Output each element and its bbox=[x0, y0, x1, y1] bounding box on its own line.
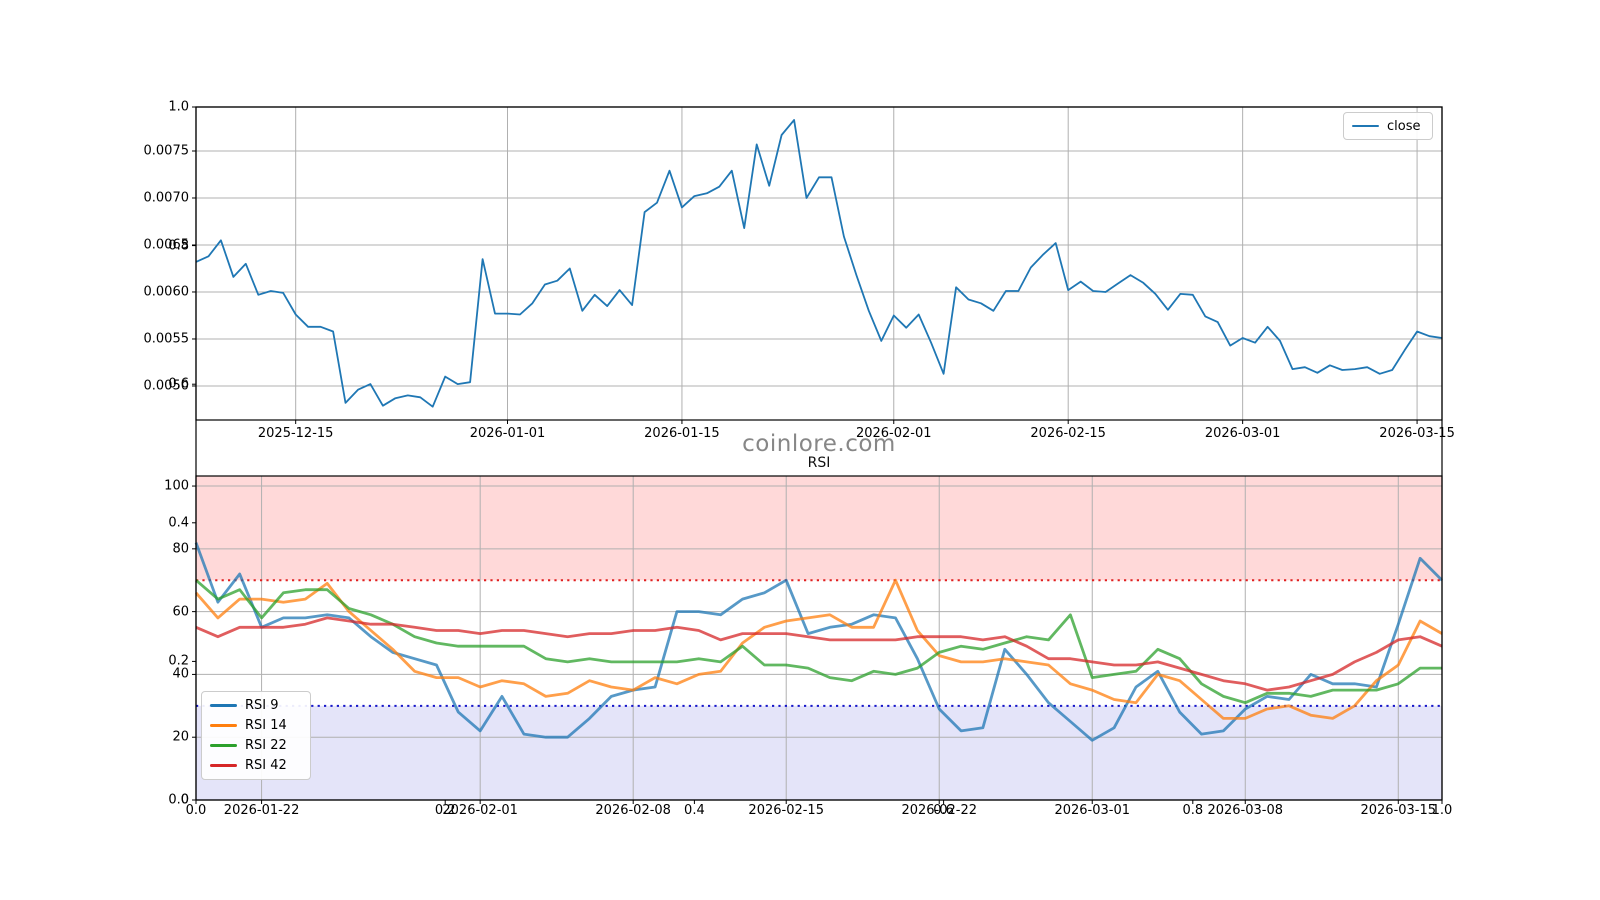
close-line-sample bbox=[1352, 125, 1379, 127]
rsi-chart-y-tick-label: 20 bbox=[172, 729, 189, 745]
overlay-axis-x-tick-label: 0.0 bbox=[185, 803, 207, 818]
legend-row-rsi42: RSI 42 bbox=[210, 755, 300, 775]
overlay-axis-x-tick-label: 0.6 bbox=[933, 803, 954, 818]
top-chart-y-tick-label: 0.0070 bbox=[143, 190, 190, 206]
rsi22-line-sample bbox=[210, 743, 237, 747]
rsi-chart-x-tick-label: 2026-03-08 bbox=[1207, 803, 1284, 818]
rsi-chart-x-tick-label: 2026-02-08 bbox=[595, 803, 671, 818]
rsi-chart-x-tick-label: 2026-02-15 bbox=[748, 803, 824, 818]
legend-label-rsi14: RSI 14 bbox=[245, 718, 287, 734]
top-chart-x-tick-label: 2026-03-15 bbox=[1379, 426, 1455, 441]
top-chart-y-tick-label: 0.0055 bbox=[143, 331, 190, 347]
legend-row-rsi9: RSI 9 bbox=[210, 696, 300, 716]
overlay-axis-y-tick-label: 0.2 bbox=[168, 653, 189, 669]
top-chart-x-tick-label: 2026-01-01 bbox=[469, 426, 546, 441]
legend-row-rsi14: RSI 14 bbox=[210, 716, 300, 736]
top-chart-y-tick-label: 0.0065 bbox=[143, 237, 190, 253]
rsi42-line-sample bbox=[210, 763, 237, 767]
top-chart-x-tick-label: 2026-01-15 bbox=[644, 426, 720, 441]
overlay-axis-y-tick-label: 0.8 bbox=[168, 238, 189, 254]
overlay-axis-x-tick-label: 0.2 bbox=[434, 803, 456, 818]
legend-row-close: close bbox=[1352, 116, 1420, 136]
rsi-chart-title: RSI bbox=[807, 455, 831, 471]
rsi-chart-y-tick-label: 80 bbox=[172, 541, 189, 557]
rsi-chart-x-tick-label: 2026-02-01 bbox=[442, 803, 518, 818]
rsi-chart-x-tick-label: 2026-01-22 bbox=[223, 803, 300, 818]
rsi-chart-y-tick-label: 0 bbox=[180, 792, 189, 808]
rsi14-line-sample bbox=[210, 724, 237, 728]
rsi-chart-y-tick-label: 60 bbox=[172, 604, 189, 620]
overlay-axis-y-tick-label: 1.0 bbox=[168, 99, 189, 115]
overlay-axis-y-tick-label: 0.0 bbox=[168, 792, 189, 808]
legend-label-rsi42: RSI 42 bbox=[245, 757, 287, 773]
top-chart-x-tick-label: 2026-02-15 bbox=[1030, 426, 1106, 441]
rsi-chart-y-tick-label: 100 bbox=[164, 478, 189, 494]
overlay-axis-y-tick-label: 0.6 bbox=[168, 376, 189, 392]
top-chart-y-tick-label: 0.0050 bbox=[143, 378, 190, 394]
rsi-chart-x-tick-label: 2026-03-01 bbox=[1054, 803, 1131, 818]
legend-row-rsi22: RSI 22 bbox=[210, 736, 300, 756]
legend-label-close: close bbox=[1387, 118, 1421, 134]
rsi-chart-x-tick-label: 2026-03-15 bbox=[1360, 803, 1437, 818]
top-chart-x-tick-label: 2025-12-15 bbox=[257, 426, 334, 441]
rsi-chart-x-tick-label: 2026-02-22 bbox=[901, 803, 977, 818]
overlay-axis-y-tick-label: 0.4 bbox=[168, 515, 189, 531]
rsi-legend: RSI 9 RSI 14 RSI 22 RSI 42 bbox=[201, 691, 311, 780]
rsi-chart-y-tick-label: 40 bbox=[172, 666, 189, 682]
top-chart-y-tick-label: 0.0075 bbox=[143, 143, 190, 159]
price-legend: close bbox=[1343, 112, 1433, 140]
overlay-axis-x-tick-label: 0.4 bbox=[684, 803, 705, 818]
legend-label-rsi22: RSI 22 bbox=[245, 737, 287, 753]
top-chart-x-tick-label: 2026-02-01 bbox=[855, 426, 932, 441]
rsi9-line-sample bbox=[210, 704, 237, 708]
top-chart-x-tick-label: 2026-03-01 bbox=[1204, 426, 1281, 441]
watermark: coinlore.com bbox=[742, 431, 896, 457]
overlay-axis-x-tick-label: 1.0 bbox=[1431, 803, 1453, 818]
top-chart-y-tick-label: 0.0060 bbox=[143, 284, 190, 300]
overlay-axis-x-tick-label: 0.8 bbox=[1182, 803, 1204, 818]
legend-label-rsi9: RSI 9 bbox=[245, 698, 279, 714]
